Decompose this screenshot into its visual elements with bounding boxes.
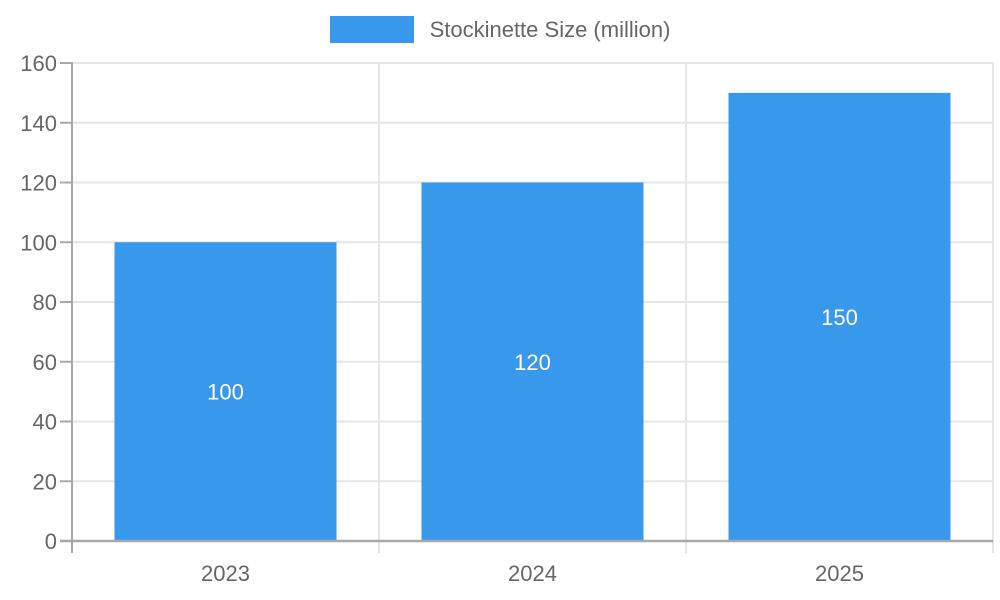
y-tick-label-160: 160 [20,51,57,76]
y-tick-label-20: 20 [33,469,57,494]
bar-value-label-2023: 100 [207,380,244,405]
x-tick-label-2023: 2023 [201,561,250,586]
y-tick-label-120: 120 [20,171,57,196]
bar-2024[interactable] [421,182,644,542]
y-tick-label-0: 0 [45,529,57,554]
legend-label: Stockinette Size (million) [429,17,671,42]
y-tick-label-100: 100 [20,230,57,255]
bar-2025[interactable] [728,92,951,541]
y-tick-label-40: 40 [33,410,57,435]
bar-value-label-2025: 150 [821,305,858,330]
y-tick-label-80: 80 [33,290,57,315]
bar-2023[interactable] [114,242,337,541]
x-tick-label-2024: 2024 [508,561,557,586]
chart-legend[interactable]: Stockinette Size (million) [0,16,1000,43]
y-tick-label-60: 60 [33,350,57,375]
y-tick-label-140: 140 [20,111,57,136]
x-tick-label-2025: 2025 [815,561,864,586]
legend-swatch-icon [329,16,414,43]
bar-value-label-2024: 120 [514,350,551,375]
